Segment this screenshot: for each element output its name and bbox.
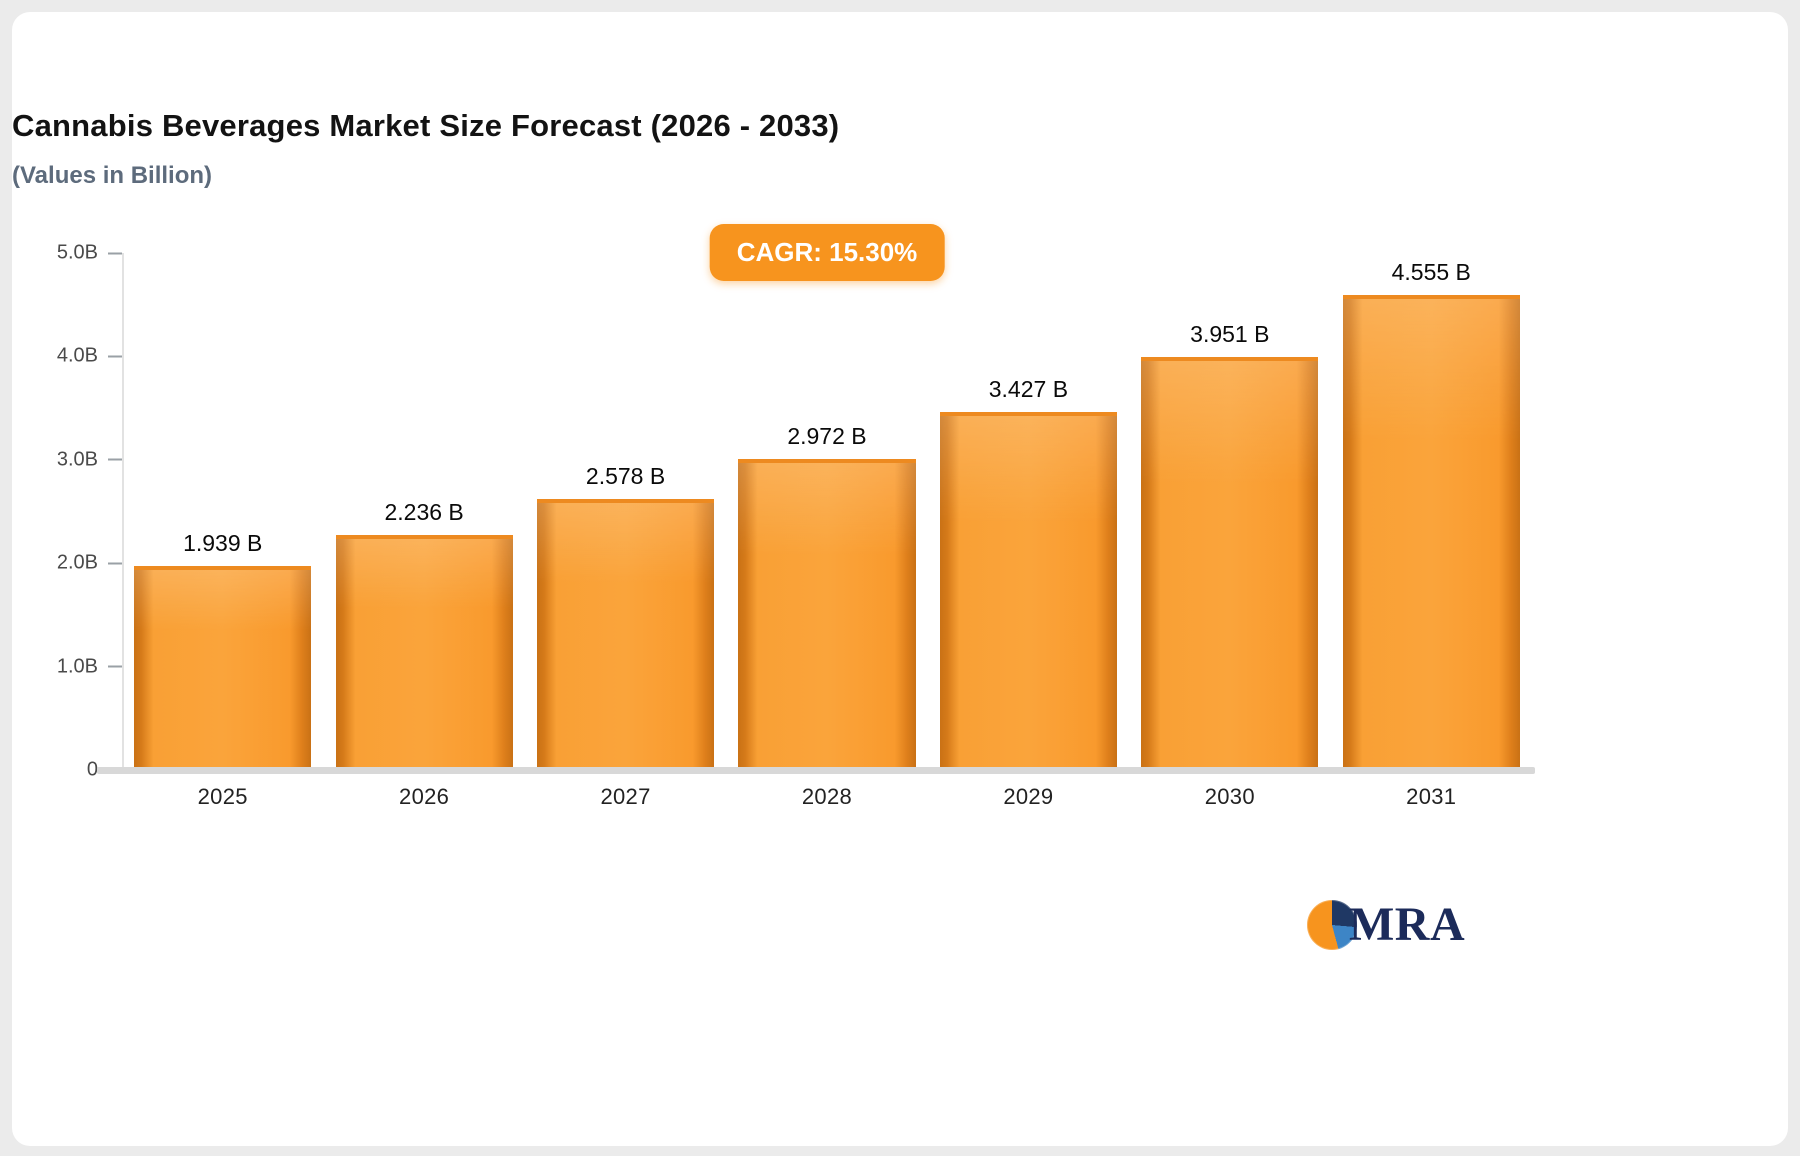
bar-value-label: 1.939 B: [183, 529, 263, 556]
y-axis-tick-label: 3.0B: [56, 448, 98, 471]
y-axis-tick-label: 2.0B: [56, 551, 98, 574]
bar-2030: [1141, 357, 1319, 770]
y-axis-tick: 5.0B: [57, 242, 122, 265]
bar-2029: [939, 411, 1118, 770]
y-axis-tick-label: 1.0B: [56, 655, 98, 678]
y-axis-tick-mark: [108, 252, 122, 254]
y-axis-tick-label: 4.0B: [56, 344, 98, 367]
bar-value-label: 4.555 B: [1391, 259, 1471, 286]
bar-2025: [134, 565, 312, 770]
x-axis-label: 2031: [1406, 784, 1457, 809]
y-axis-tick: 2.0B: [57, 552, 122, 575]
bar-group-2027: 2.578 B: [525, 253, 726, 770]
y-axis-line: [122, 253, 124, 770]
chart-subtitle: (Values in Billion): [12, 162, 213, 189]
y-axis-tick: 3.0B: [57, 448, 122, 471]
bar-2026: [335, 534, 513, 770]
x-axis-labels: 2025 2026 2027 2028 2029 2030 2031: [122, 784, 1532, 810]
bar-value-label: 2.236 B: [384, 498, 464, 525]
mra-logo-icon: [1307, 900, 1357, 950]
x-axis-label: 2027: [600, 784, 651, 809]
plot-area: 1.939 B 2.236 B 2.578 B 2.972 B 3.427 B 3.951…: [122, 253, 1532, 770]
chart-title: Cannabis Beverages Market Size Forecast …: [12, 108, 840, 143]
y-axis-tick-label: 0: [86, 758, 98, 781]
y-axis-tick-label: 5.0B: [56, 241, 98, 264]
bar-group-2025: 1.939 B: [122, 253, 323, 770]
bar-value-label: 3.427 B: [988, 375, 1069, 402]
y-axis: 5.0B 4.0B 3.0B 2.0B 1.0B 0: [12, 242, 122, 781]
mra-logo: MRA: [1307, 900, 1465, 950]
bar-group-2028: 2.972 B: [726, 253, 927, 770]
x-axis-label: 2028: [801, 784, 853, 809]
x-axis-line: [97, 767, 1535, 774]
bar-group-2029: 3.427 B: [928, 253, 1129, 770]
y-axis-tick-mark: [108, 562, 122, 565]
bar-group-2026: 2.236 B: [323, 253, 524, 770]
bar-2027: [536, 499, 715, 770]
chart-card: Cannabis Beverages Market Size Forecast …: [12, 12, 1788, 1146]
y-axis-tick-mark: [108, 355, 122, 358]
x-axis-label: 2030: [1204, 784, 1255, 809]
bar-value-label: 2.578 B: [585, 463, 666, 490]
y-axis-tick: 4.0B: [57, 345, 122, 368]
y-axis-tick-mark: [108, 665, 122, 668]
bar-2028: [738, 458, 916, 770]
bar-2031: [1342, 295, 1520, 770]
x-axis-label: 2029: [1003, 784, 1054, 809]
bar-group-2031: 4.555 B: [1331, 253, 1532, 770]
bar-value-label: 3.951 B: [1190, 321, 1270, 348]
bar-value-label: 2.972 B: [787, 422, 867, 449]
x-axis-label: 2025: [197, 784, 248, 809]
bar-chart: 5.0B 4.0B 3.0B 2.0B 1.0B 0 1.939 B 2.236 B 2.57…: [12, 242, 1532, 781]
x-axis-label: 2026: [399, 784, 450, 809]
bar-group-2030: 3.951 B: [1129, 253, 1330, 770]
cagr-badge: CAGR: 15.30%: [709, 224, 945, 281]
y-axis-tick-mark: [108, 458, 122, 461]
mra-logo-text: MRA: [1349, 898, 1466, 951]
y-axis-tick: 1.0B: [57, 655, 122, 678]
